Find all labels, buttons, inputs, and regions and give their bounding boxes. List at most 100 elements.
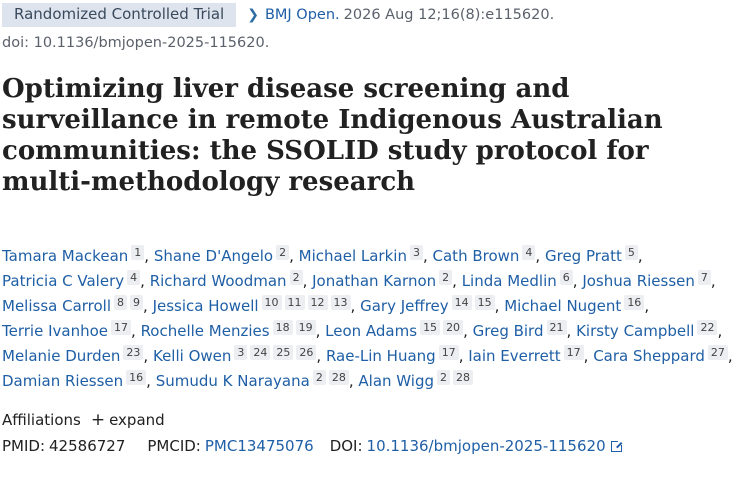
affiliation-ref[interactable]: 18	[272, 320, 293, 335]
affiliation-ref[interactable]: 5	[624, 245, 638, 260]
author-entry: Michael Larkin 3,	[298, 245, 428, 265]
affiliation-ref[interactable]: 26	[296, 345, 317, 360]
author-entry: Terrie Ivanhoe 17,	[2, 320, 136, 340]
author-link[interactable]: Damian Riessen	[2, 372, 124, 390]
affiliation-ref[interactable]: 27	[707, 345, 728, 360]
pmcid-label: PMCID:	[147, 437, 201, 455]
author-link[interactable]: Alan Wigg	[358, 372, 434, 390]
author-entry: Melanie Durden 23,	[2, 345, 148, 365]
author-link[interactable]: Richard Woodman	[149, 272, 287, 290]
affiliation-ref[interactable]: 2	[289, 270, 303, 285]
affiliation-ref[interactable]: 21	[546, 320, 567, 335]
doi-link[interactable]: 10.1136/bmjopen-2025-115620	[366, 437, 606, 455]
author-separator: ,	[140, 272, 145, 290]
author-link[interactable]: Michael Larkin	[298, 247, 407, 265]
author-separator: ,	[463, 322, 468, 340]
affiliation-ref[interactable]: 8	[114, 295, 128, 310]
affiliation-ref[interactable]: 10	[261, 295, 282, 310]
affiliation-ref[interactable]: 4	[522, 245, 536, 260]
author-entry: Rochelle Menzies 18 19,	[140, 320, 321, 340]
author-entry: Greg Bird 21,	[472, 320, 571, 340]
author-separator: ,	[316, 347, 322, 365]
pmid-label: PMID:	[2, 437, 46, 455]
affiliation-ref[interactable]: 24	[250, 345, 271, 360]
author-separator: ,	[452, 272, 457, 290]
affiliation-ref[interactable]: 2	[312, 370, 326, 385]
publication-type-badge[interactable]: Randomized Controlled Trial	[2, 3, 237, 27]
affiliation-ref[interactable]: 17	[438, 345, 459, 360]
affiliation-ref[interactable]: 17	[111, 320, 131, 335]
author-link[interactable]: Leon Adams	[325, 322, 418, 340]
author-link[interactable]: Terrie Ivanhoe	[2, 322, 108, 340]
author-separator: ,	[637, 247, 643, 265]
author-link[interactable]: Shane D'Angelo	[153, 247, 274, 265]
affiliation-ref[interactable]: 17	[563, 345, 584, 360]
author-link[interactable]: Rochelle Menzies	[140, 322, 270, 340]
journal-link[interactable]: BMJ Open.	[264, 7, 340, 23]
author-entry: Michael Nugent 16,	[504, 295, 649, 315]
author-link[interactable]: Gary Jeffrey	[360, 297, 449, 315]
author-link[interactable]: Iain Everrett	[468, 347, 561, 365]
affiliation-ref[interactable]: 7	[697, 270, 711, 285]
author-entry: Sumudu K Narayana 2 28,	[155, 370, 354, 390]
author-link[interactable]: Jonathan Karnon	[312, 272, 437, 290]
author-link[interactable]: Michael Nugent	[504, 297, 622, 315]
author-separator: ,	[422, 247, 428, 265]
affiliation-ref[interactable]: 2	[439, 270, 453, 285]
author-separator: ,	[494, 297, 500, 315]
affiliation-ref[interactable]: 16	[624, 295, 645, 310]
plus-icon[interactable]: +	[90, 410, 106, 430]
affiliation-ref[interactable]: 15	[474, 295, 495, 310]
author-entry: Joshua Riessen 7,	[582, 270, 716, 290]
author-separator: ,	[315, 322, 321, 340]
affiliation-ref[interactable]: 9	[130, 295, 144, 310]
affiliation-ref[interactable]: 6	[559, 270, 573, 285]
affiliation-ref[interactable]: 20	[443, 320, 464, 335]
expand-button[interactable]: expand	[109, 411, 165, 429]
author-link[interactable]: Sumudu K Narayana	[155, 372, 310, 390]
affiliation-ref[interactable]: 13	[330, 295, 351, 310]
author-link[interactable]: Tamara Mackean	[2, 247, 129, 265]
affiliation-ref[interactable]: 25	[273, 345, 294, 360]
author-link[interactable]: Cath Brown	[432, 247, 520, 265]
author-link[interactable]: Jessica Howell	[152, 297, 259, 315]
author-separator: ,	[131, 322, 136, 340]
author-link[interactable]: Greg Pratt	[544, 247, 622, 265]
citation-bar: Randomized Controlled Trial ❯ BMJ Open. …	[2, 3, 750, 27]
author-link[interactable]: Linda Medlin	[461, 272, 557, 290]
affiliation-ref[interactable]: 12	[307, 295, 328, 310]
author-link[interactable]: Kirsty Campbell	[576, 322, 695, 340]
affiliation-ref[interactable]: 2	[437, 370, 450, 385]
author-link[interactable]: Greg Bird	[472, 322, 544, 340]
author-link[interactable]: Rae-Lin Huang	[325, 347, 436, 365]
affiliation-ref[interactable]: 2	[276, 245, 290, 260]
affiliation-ref[interactable]: 4	[127, 270, 141, 285]
author-link[interactable]: Cara Sheppard	[593, 347, 705, 365]
affiliation-ref[interactable]: 3	[234, 345, 248, 360]
affiliation-ref[interactable]: 1	[131, 245, 145, 260]
affiliation-ref[interactable]: 16	[126, 370, 147, 385]
author-link[interactable]: Melanie Durden	[2, 347, 121, 365]
author-separator: ,	[458, 347, 464, 365]
author-link[interactable]: Joshua Riessen	[582, 272, 695, 290]
affiliation-ref[interactable]: 19	[295, 320, 316, 335]
affiliation-ref[interactable]: 22	[697, 320, 718, 335]
affiliation-ref[interactable]: 14	[451, 295, 472, 310]
external-link-icon[interactable]	[610, 438, 624, 452]
affiliation-ref[interactable]: 15	[420, 320, 441, 335]
pmcid-link[interactable]: PMC13475076	[204, 437, 314, 455]
affiliation-ref[interactable]: 11	[284, 295, 305, 310]
doi-text: doi: 10.1136/bmjopen-2025-115620.	[2, 35, 270, 51]
affiliation-ref[interactable]: 3	[409, 245, 423, 260]
author-entry: Patricia C Valery 4,	[2, 270, 145, 290]
author-link[interactable]: Patricia C Valery	[2, 272, 125, 290]
affiliation-ref[interactable]: 23	[123, 345, 144, 360]
author-separator: ,	[535, 247, 541, 265]
author-separator: ,	[144, 247, 150, 265]
article-title: Optimizing liver disease screening and s…	[2, 74, 663, 197]
affiliation-ref[interactable]: 28	[328, 370, 349, 385]
affiliation-ref[interactable]: 28	[453, 370, 473, 385]
author-link[interactable]: Kelli Owen	[152, 347, 232, 365]
author-link[interactable]: Melissa Carroll	[2, 297, 112, 315]
